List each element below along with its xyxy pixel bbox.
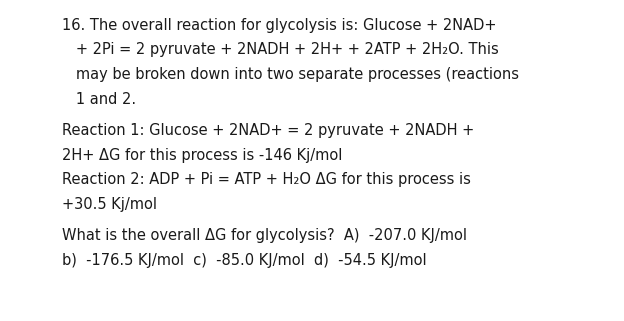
Text: 2H+ ΔG for this process is -146 Kj/mol: 2H+ ΔG for this process is -146 Kj/mol <box>62 148 343 163</box>
Text: + 2Pi = 2 pyruvate + 2NADH + 2H+ + 2ATP + 2H₂O. This: + 2Pi = 2 pyruvate + 2NADH + 2H+ + 2ATP … <box>62 42 499 57</box>
Text: b)  -176.5 KJ/mol  c)  -85.0 KJ/mol  d)  -54.5 KJ/mol: b) -176.5 KJ/mol c) -85.0 KJ/mol d) -54.… <box>62 253 427 268</box>
Text: Reaction 2: ADP + Pi = ATP + H₂O ΔG for this process is: Reaction 2: ADP + Pi = ATP + H₂O ΔG for … <box>62 172 471 187</box>
Text: +30.5 Kj/mol: +30.5 Kj/mol <box>62 197 157 212</box>
Text: Reaction 1: Glucose + 2NAD+ = 2 pyruvate + 2NADH +: Reaction 1: Glucose + 2NAD+ = 2 pyruvate… <box>62 123 475 138</box>
Text: What is the overall ΔG for glycolysis?  A)  -207.0 KJ/mol: What is the overall ΔG for glycolysis? A… <box>62 228 467 243</box>
Text: 16. The overall reaction for glycolysis is: Glucose + 2NAD+: 16. The overall reaction for glycolysis … <box>62 18 497 33</box>
Text: may be broken down into two separate processes (reactions: may be broken down into two separate pro… <box>62 67 519 82</box>
Text: 1 and 2.: 1 and 2. <box>62 92 137 107</box>
